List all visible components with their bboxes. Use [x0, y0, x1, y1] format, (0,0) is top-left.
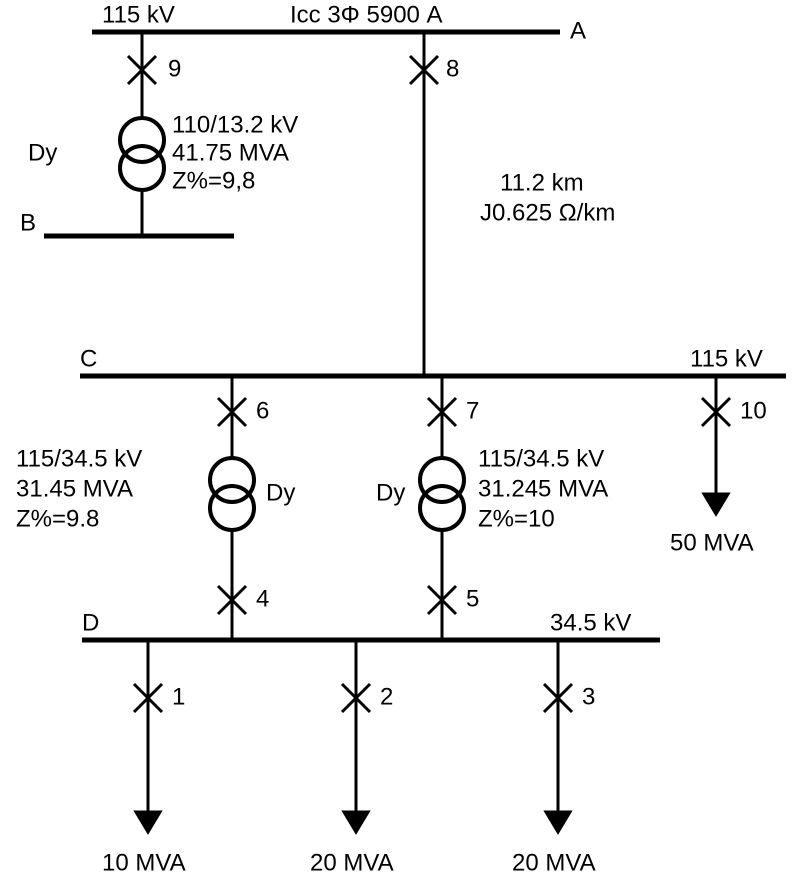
breaker-8: 8	[410, 55, 459, 84]
svg-text:5: 5	[466, 585, 479, 612]
svg-text:Dy: Dy	[376, 479, 405, 506]
svg-text:7: 7	[466, 397, 479, 424]
svg-text:2: 2	[380, 683, 393, 710]
svg-text:3: 3	[582, 683, 595, 710]
svg-text:31.245 MVA: 31.245 MVA	[478, 475, 608, 502]
svg-text:31.45 MVA: 31.45 MVA	[16, 475, 133, 502]
svg-text:Z%=9,8: Z%=9,8	[172, 167, 255, 194]
svg-text:9: 9	[168, 55, 181, 82]
breaker-9: 9	[128, 55, 181, 84]
load-3-value: 20 MVA	[512, 849, 596, 876]
load-1-arrow	[136, 812, 160, 832]
svg-text:8: 8	[446, 55, 459, 82]
svg-text:110/13.2 kV: 110/13.2 kV	[172, 111, 298, 138]
bus-c-voltage: 115 kV	[690, 345, 763, 372]
bus-a-voltage: 115 kV	[102, 1, 175, 28]
load-10-value: 50 MVA	[670, 529, 754, 556]
load-2-arrow	[344, 812, 368, 832]
bus-c-label: C	[80, 345, 97, 372]
load-10-arrow	[704, 494, 728, 514]
line-ac-impedance: J0.625 Ω/km	[480, 199, 615, 226]
load-1-value: 10 MVA	[102, 849, 186, 876]
breaker-7: 7	[428, 397, 479, 426]
svg-text:115/34.5 kV: 115/34.5 kV	[478, 445, 604, 472]
breaker-2: 2	[342, 683, 393, 712]
transformer-t1: 110/13.2 kV 41.75 MVA Z%=9,8 Dy	[28, 111, 298, 194]
bus-a-label: A	[570, 17, 586, 44]
breaker-5: 5	[428, 585, 479, 614]
bus-d-voltage: 34.5 kV	[550, 609, 631, 636]
load-2-value: 20 MVA	[310, 849, 394, 876]
bus-a-icc: Icc 3Φ 5900 A	[290, 1, 443, 28]
svg-text:Dy: Dy	[28, 139, 57, 166]
bus-b-label: B	[20, 209, 36, 236]
breaker-4: 4	[218, 585, 269, 614]
line-ac-length: 11.2 km	[500, 169, 584, 196]
svg-text:6: 6	[256, 397, 269, 424]
svg-text:115/34.5 kV: 115/34.5 kV	[16, 445, 142, 472]
breaker-3: 3	[544, 683, 595, 712]
svg-text:Dy: Dy	[266, 479, 295, 506]
load-3-arrow	[546, 812, 570, 832]
svg-text:1: 1	[172, 683, 185, 710]
breaker-6: 6	[218, 397, 269, 426]
transformer-t2: Dy 115/34.5 kV 31.45 MVA Z%=9.8	[16, 445, 295, 532]
svg-text:41.75 MVA: 41.75 MVA	[172, 139, 289, 166]
breaker-10: 10	[702, 397, 767, 426]
bus-d-label: D	[82, 609, 99, 636]
breaker-1: 1	[134, 683, 185, 712]
svg-text:10: 10	[740, 397, 767, 424]
transformer-t3: Dy 115/34.5 kV 31.245 MVA Z%=10	[376, 445, 608, 532]
svg-text:Z%=9.8: Z%=9.8	[16, 505, 99, 532]
svg-text:4: 4	[256, 585, 269, 612]
svg-text:Z%=10: Z%=10	[478, 505, 555, 532]
